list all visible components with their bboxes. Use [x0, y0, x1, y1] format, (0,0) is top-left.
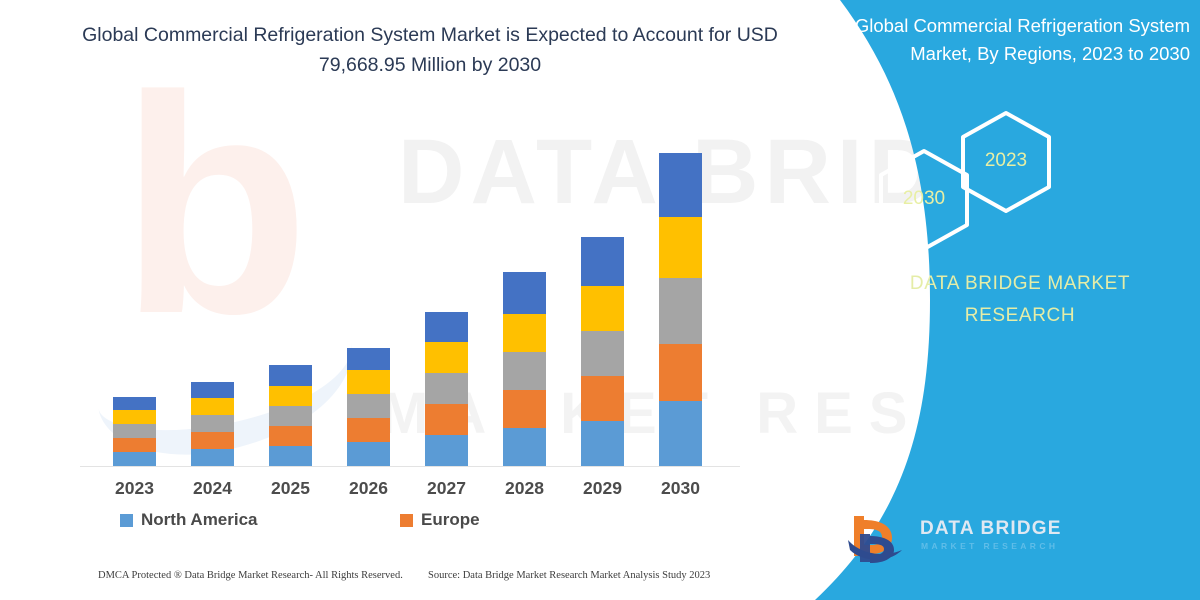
legend-label: Europe: [421, 510, 480, 529]
footer-source: Source: Data Bridge Market Research Mark…: [428, 570, 711, 581]
legend-label: North America: [141, 510, 258, 529]
bar-segment-2030-series-4: [659, 217, 702, 278]
x-tick-2024: 2024: [193, 478, 232, 498]
bar-2023: [113, 397, 156, 466]
bar-2026: [347, 348, 390, 466]
x-tick-2023: 2023: [115, 478, 154, 498]
bar-2025: [269, 365, 312, 466]
bar-segment-2028-series-5: [503, 272, 546, 314]
bar-segment-2030-europe: [659, 344, 702, 401]
bar-segment-2026-europe: [347, 418, 390, 442]
bar-segment-2025-series-4: [269, 386, 312, 406]
bar-segment-2026-series-3: [347, 394, 390, 418]
legend-item-europe[interactable]: Europe: [400, 510, 480, 530]
bar-segment-2026-series-4: [347, 370, 390, 394]
bar-segment-2029-series-4: [581, 286, 624, 331]
bar-segment-2025-north-america: [269, 446, 312, 466]
hexagon-2023-label: 2023: [984, 150, 1028, 171]
x-tick-2030: 2030: [661, 478, 700, 498]
logo-tagline: MARKET RESEARCH: [921, 541, 1059, 551]
bar-segment-2024-series-5: [191, 382, 234, 398]
footer: DMCA Protected ® Data Bridge Market Rese…: [0, 565, 800, 595]
bar-segment-2024-series-3: [191, 415, 234, 432]
bar-segment-2024-north-america: [191, 449, 234, 466]
x-axis-line: [80, 466, 740, 467]
bar-2024: [191, 382, 234, 466]
x-tick-2028: 2028: [505, 478, 544, 498]
panel-content: Global Commercial Refrigeration System M…: [840, 0, 1200, 600]
x-axis-tick-labels: 2023 2024 2025 2026 2027 2028 2029 2030: [90, 478, 750, 506]
bar-segment-2027-series-3: [425, 373, 468, 404]
bar-segment-2030-series-3: [659, 278, 702, 344]
chart-area: 2023 2024 2025 2026 2027 2028 2029 2030: [80, 140, 750, 506]
bar-segment-2025-series-5: [269, 365, 312, 386]
data-bridge-logo: DATA BRIDGE MARKET RESEARCH: [840, 510, 1170, 580]
page-title: Global Commercial Refrigeration System M…: [82, 24, 778, 76]
bar-2027: [425, 312, 468, 466]
bar-segment-2028-series-3: [503, 352, 546, 390]
bar-segment-2026-series-5: [347, 348, 390, 370]
x-tick-2025: 2025: [271, 478, 310, 498]
x-tick-2029: 2029: [583, 478, 622, 498]
legend-item-north-america[interactable]: North America: [120, 510, 258, 530]
stacked-bar-plot: [90, 140, 740, 466]
logo-wordmark: DATA BRIDGE: [920, 518, 1062, 539]
bar-segment-2023-series-3: [113, 424, 156, 438]
legend-swatch-icon: [120, 513, 133, 527]
bar-segment-2026-north-america: [347, 442, 390, 466]
panel-brand-line2: RESEARCH: [964, 305, 1076, 326]
bar-segment-2024-europe: [191, 432, 234, 449]
bar-segment-2023-series-4: [113, 410, 156, 424]
x-tick-2027: 2027: [427, 478, 466, 498]
panel-brand-name: DATA BRIDGE MARKET RESEARCH: [865, 268, 1175, 332]
bar-segment-2027-series-4: [425, 342, 468, 373]
legend-swatch-icon: [400, 513, 413, 527]
chart-legend: North America Europe: [120, 510, 740, 536]
bar-2028: [503, 272, 546, 466]
panel-title: Global Commercial Refrigeration System M…: [854, 15, 1190, 64]
logo-b-icon: [848, 516, 902, 563]
hexagon-badges: 2030 2023: [862, 108, 1162, 251]
bar-segment-2027-europe: [425, 404, 468, 435]
bar-2029: [581, 237, 624, 466]
bar-segment-2025-europe: [269, 426, 312, 446]
bar-segment-2023-series-5: [113, 397, 156, 410]
bar-segment-2030-north-america: [659, 401, 702, 466]
bar-segment-2027-series-5: [425, 312, 468, 342]
bar-segment-2029-series-3: [581, 331, 624, 376]
bar-segment-2028-north-america: [503, 428, 546, 466]
bar-segment-2029-north-america: [581, 421, 624, 466]
x-tick-2026: 2026: [349, 478, 388, 498]
bar-segment-2029-europe: [581, 376, 624, 421]
bar-segment-2029-series-5: [581, 237, 624, 286]
bar-segment-2023-europe: [113, 438, 156, 452]
bar-segment-2027-north-america: [425, 435, 468, 466]
bar-2030: [659, 153, 702, 466]
bar-segment-2028-series-4: [503, 314, 546, 352]
footer-copyright: DMCA Protected ® Data Bridge Market Rese…: [98, 570, 403, 581]
bar-segment-2028-europe: [503, 390, 546, 428]
bar-segment-2023-north-america: [113, 452, 156, 466]
bar-segment-2025-series-3: [269, 406, 312, 426]
panel-brand-line1: DATA BRIDGE MARKET: [909, 273, 1131, 294]
bar-segment-2024-series-4: [191, 398, 234, 415]
bar-segment-2030-series-5: [659, 153, 702, 217]
